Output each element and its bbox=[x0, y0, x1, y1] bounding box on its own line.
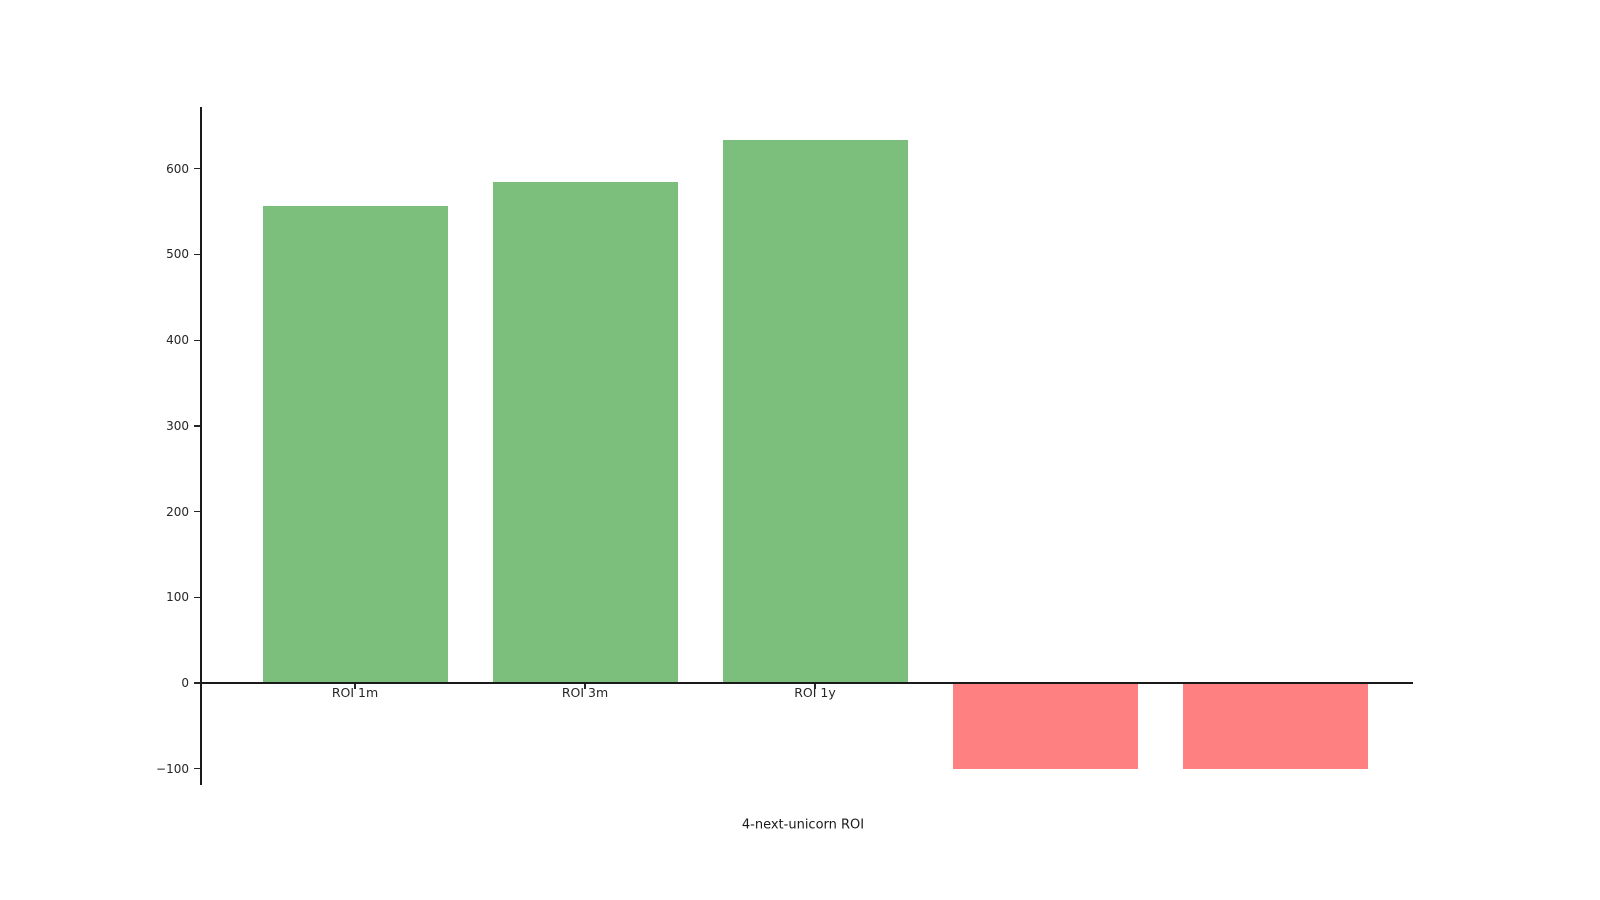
x-axis-zero-line bbox=[200, 682, 1413, 684]
x-tick-mark bbox=[584, 683, 586, 689]
bar-roi-1m bbox=[262, 206, 448, 683]
y-tick-mark bbox=[194, 682, 200, 684]
y-tick-mark bbox=[194, 168, 200, 170]
y-tick-label: 500 bbox=[166, 247, 189, 262]
y-tick-label: 600 bbox=[166, 161, 189, 176]
y-tick-mark bbox=[194, 339, 200, 341]
y-tick-label: 100 bbox=[166, 590, 189, 605]
bar-neg-4 bbox=[952, 683, 1138, 769]
y-tick-mark bbox=[194, 596, 200, 598]
y-axis-spine bbox=[200, 107, 202, 785]
bar-neg-5 bbox=[1182, 683, 1368, 769]
bar-roi-3m bbox=[492, 182, 678, 683]
x-tick-mark bbox=[354, 683, 356, 689]
x-tick-label: ROI 1m bbox=[331, 685, 379, 700]
y-tick-label: 400 bbox=[166, 333, 189, 348]
x-axis-title: 4-next-unicorn ROI bbox=[741, 817, 865, 833]
x-tick-label: ROI 3m bbox=[561, 685, 609, 700]
y-tick-mark bbox=[194, 253, 200, 256]
y-tick-label: 0 bbox=[181, 676, 189, 690]
x-tick-mark bbox=[814, 683, 816, 689]
y-tick-label: 200 bbox=[166, 504, 189, 519]
bar-roi-1y bbox=[722, 140, 908, 683]
y-tick-mark bbox=[194, 768, 200, 770]
y-tick-label: −100 bbox=[156, 761, 189, 776]
x-tick-label: ROI 1y bbox=[794, 685, 836, 700]
y-tick-mark bbox=[194, 425, 200, 427]
y-tick-label: 300 bbox=[166, 418, 189, 433]
y-tick-mark bbox=[194, 510, 200, 513]
